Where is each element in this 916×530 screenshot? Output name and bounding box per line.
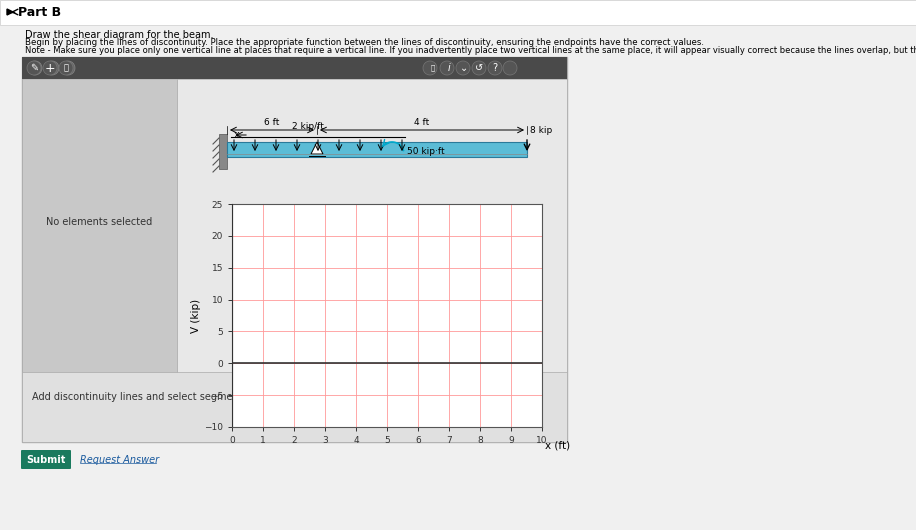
Text: Draw the shear diagram for the beam.: Draw the shear diagram for the beam. — [25, 30, 213, 40]
Circle shape — [28, 61, 42, 75]
Text: Begin by placing the lines of discontinuity. Place the appropriate function betw: Begin by placing the lines of discontinu… — [25, 38, 704, 47]
Circle shape — [43, 61, 57, 75]
X-axis label: x (ft): x (ft) — [545, 440, 570, 450]
Bar — [22, 372, 567, 442]
Text: Submit: Submit — [27, 455, 66, 465]
FancyBboxPatch shape — [21, 450, 71, 469]
Circle shape — [59, 61, 73, 75]
Text: ↺: ↺ — [474, 63, 483, 73]
Text: No elements selected: No elements selected — [46, 217, 152, 227]
Circle shape — [423, 61, 437, 75]
Text: ?: ? — [493, 63, 497, 73]
Text: 💡: 💡 — [431, 65, 435, 72]
Circle shape — [503, 61, 517, 75]
Text: 🗑: 🗑 — [63, 64, 69, 73]
Text: 6 ft: 6 ft — [265, 118, 279, 127]
Text: +: + — [45, 61, 55, 75]
Text: 8 kip: 8 kip — [530, 126, 552, 135]
Bar — [0, 0, 916, 25]
Text: ✎: ✎ — [30, 63, 38, 73]
Text: Note - Make sure you place only one vertical line at places that require a verti: Note - Make sure you place only one vert… — [25, 46, 916, 55]
Bar — [219, 134, 227, 169]
Bar — [227, 142, 527, 157]
Circle shape — [45, 61, 59, 75]
Text: ⌄: ⌄ — [460, 63, 468, 73]
Bar — [22, 57, 567, 442]
Text: Request Answer: Request Answer — [80, 455, 159, 465]
Text: x: x — [234, 130, 240, 140]
Text: Part B: Part B — [18, 6, 61, 19]
Text: 4 ft: 4 ft — [414, 118, 430, 127]
Circle shape — [27, 61, 41, 75]
Circle shape — [440, 61, 454, 75]
Y-axis label: V (kip): V (kip) — [191, 298, 202, 332]
Circle shape — [472, 61, 486, 75]
Polygon shape — [311, 142, 323, 154]
Circle shape — [488, 61, 502, 75]
Text: 2 kip/ft: 2 kip/ft — [292, 122, 324, 131]
Bar — [22, 57, 567, 79]
Bar — [177, 79, 567, 442]
Text: Add discontinuity lines and select segments to add to the canvas.: Add discontinuity lines and select segme… — [32, 392, 354, 402]
Text: i: i — [448, 63, 451, 73]
Polygon shape — [7, 9, 13, 15]
Bar — [22, 79, 177, 442]
Circle shape — [456, 61, 470, 75]
Circle shape — [61, 61, 75, 75]
Text: 50 kip·ft: 50 kip·ft — [407, 146, 444, 155]
